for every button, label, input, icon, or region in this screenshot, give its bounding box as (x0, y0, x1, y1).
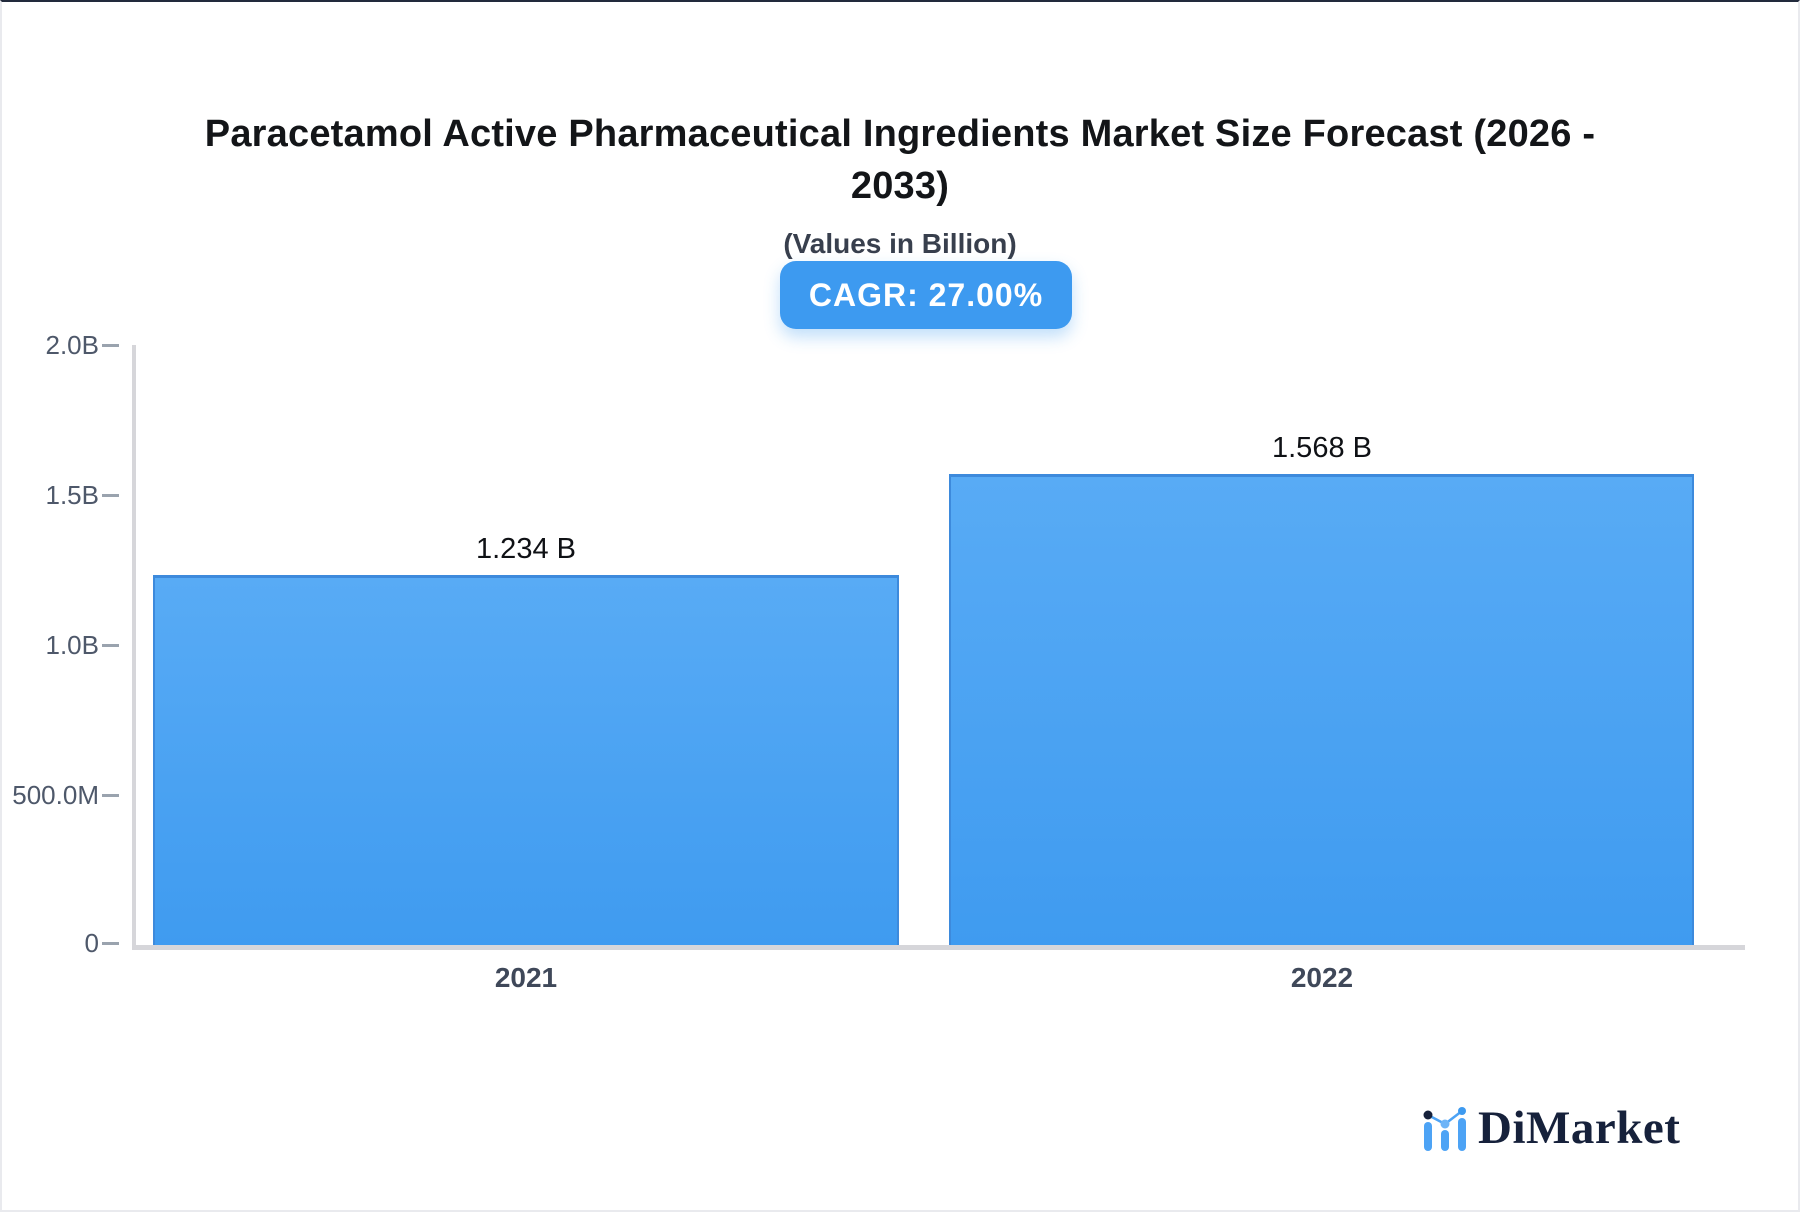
ytick-label-0: 0 (84, 928, 99, 958)
chart-subtitle: (Values in Billion) (783, 228, 1017, 259)
y-axis-line (132, 345, 136, 949)
xtick-label-2021: 2021 (494, 962, 558, 993)
bar-value-label-2021: 1.234 B (476, 533, 576, 565)
ytick-dash (102, 344, 119, 347)
ytick-dash (102, 942, 119, 945)
dimarket-logo-text: DiMarket (1478, 1102, 1681, 1154)
dimarket-logo-icon (1423, 1107, 1466, 1151)
cagr-badge: CAGR: 27.00% (780, 261, 1072, 329)
ytick-dash (102, 644, 119, 647)
dimarket-logo: DiMarket (1422, 1100, 1680, 1156)
chart-title: Paracetamol Active Pharmaceutical Ingred… (2, 108, 1798, 212)
ytick-label-1-5b: 1.5B (45, 480, 100, 510)
ytick-dash (102, 794, 119, 797)
x-axis-baseline (132, 945, 1745, 950)
ytick-dash (102, 494, 119, 497)
ytick-label-1-0b: 1.0B (45, 630, 100, 660)
bar-value-label-2022: 1.568 B (1272, 432, 1372, 464)
ytick-label-500m: 500.0M (12, 780, 99, 810)
xtick-label-2022: 2022 (1290, 962, 1354, 993)
chart-title-line1: Paracetamol Active Pharmaceutical Ingred… (204, 113, 1596, 155)
bar-2021 (153, 575, 899, 945)
chart-title-line2: 2033) (850, 165, 950, 207)
bar-2022 (949, 474, 1694, 945)
ytick-label-2-0b: 2.0B (45, 330, 100, 360)
